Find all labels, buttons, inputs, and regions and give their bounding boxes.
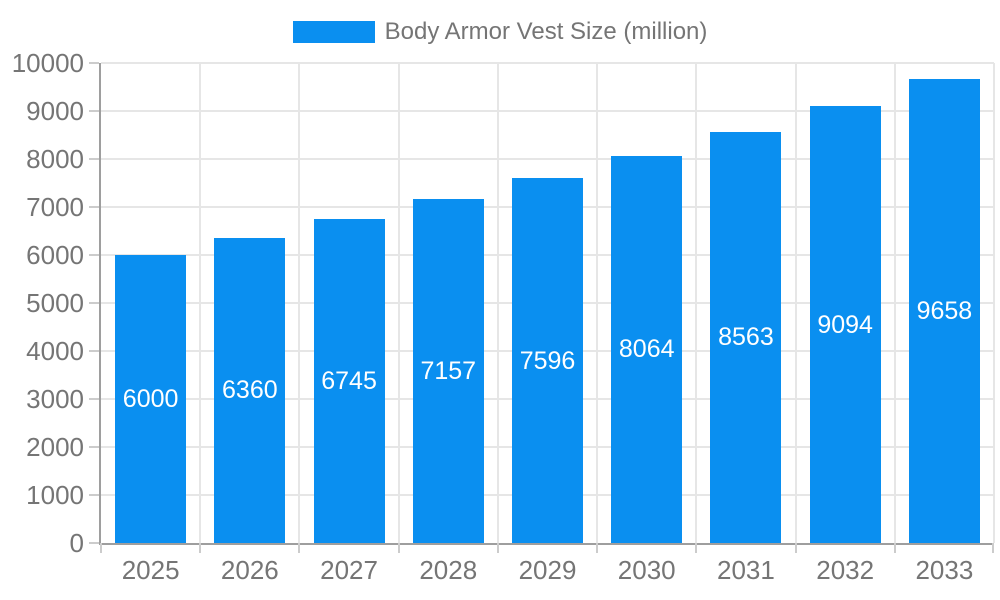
y-axis-label: 3000 [26,384,84,414]
x-axis-label: 2033 [915,555,974,585]
bar[interactable]: 6745 [313,219,385,543]
x-axis-tick [298,543,301,553]
x-axis-tick [695,543,698,553]
bar[interactable]: 7596 [512,178,583,543]
x-axis-tick [100,543,102,553]
gridline-x [695,63,698,543]
bar-value-label: 6360 [222,376,278,405]
y-axis-tick [89,350,99,352]
x-axis-label: 2029 [518,555,577,585]
bar-value-label: 7596 [519,346,576,375]
y-axis-label: 1000 [26,480,84,510]
gridline-x [596,63,599,543]
gridline-y [101,110,994,112]
y-axis-label: 7000 [26,192,84,222]
y-axis-label: 8000 [26,144,84,174]
x-axis-label: 2032 [816,555,875,585]
y-axis-tick [89,302,99,304]
bar-value-label: 9094 [817,310,873,339]
gridline-y [101,62,994,64]
legend-swatch [292,21,375,43]
y-axis-tick [89,494,99,496]
gridline-x [298,63,301,543]
bar[interactable]: 6360 [214,237,286,543]
y-axis-label: 5000 [26,288,84,318]
bar-value-label: 9658 [916,297,973,326]
bar[interactable]: 6000 [115,255,187,543]
y-axis-tick [89,254,99,256]
x-axis-tick [496,543,499,553]
x-axis-label: 2026 [220,555,279,585]
y-axis-tick [89,206,99,208]
x-axis-label: 2028 [419,555,478,585]
gridline-x [794,63,797,543]
bar[interactable]: 8563 [710,131,782,543]
y-axis-label: 4000 [26,336,84,366]
y-axis-tick [89,158,99,160]
bar-value-label: 6745 [321,367,377,396]
gridline-x [496,63,499,543]
bar[interactable]: 9094 [809,106,881,543]
gridline-x [893,63,896,543]
bar-value-label: 7157 [420,357,477,386]
gridline-x [199,63,202,543]
bar[interactable]: 9658 [908,79,980,543]
y-axis-label: 10000 [11,48,84,78]
x-axis-tick [397,543,400,553]
y-axis-label: 9000 [26,96,84,126]
x-axis-tick [893,543,896,553]
bar[interactable]: 7157 [412,199,484,543]
y-axis-label: 0 [69,528,84,558]
y-axis-tick [89,62,99,64]
gridline-x [993,63,995,543]
gridline-x [397,63,400,543]
x-axis-label: 2031 [717,555,775,585]
x-axis-tick [199,543,202,553]
legend[interactable]: Body Armor Vest Size (million) [0,18,1000,45]
plot-area: 0 1000 2000 3000 4000 5000 6000 7000 8000 9000 100… [12,48,995,585]
bar-value-label: 8563 [718,323,774,352]
y-axis-label: 6000 [26,240,84,270]
y-axis-tick [89,110,99,112]
x-axis-tick [794,543,797,553]
x-axis-tick [596,543,599,553]
x-axis-label: 2030 [617,555,676,585]
bar[interactable]: 8064 [611,155,683,543]
legend-label: Body Armor Vest Size (million) [384,18,708,45]
x-axis-label: 2025 [121,555,180,585]
y-axis-tick [89,446,99,448]
y-axis-label: 2000 [26,432,84,462]
bar-value-label: 6000 [122,385,179,413]
x-axis-label: 2027 [320,555,378,585]
y-axis-tick [89,398,99,400]
bar-value-label: 8064 [618,335,675,364]
y-axis-tick [89,542,99,544]
x-axis-tick [992,543,994,553]
gridline-y [101,158,994,160]
